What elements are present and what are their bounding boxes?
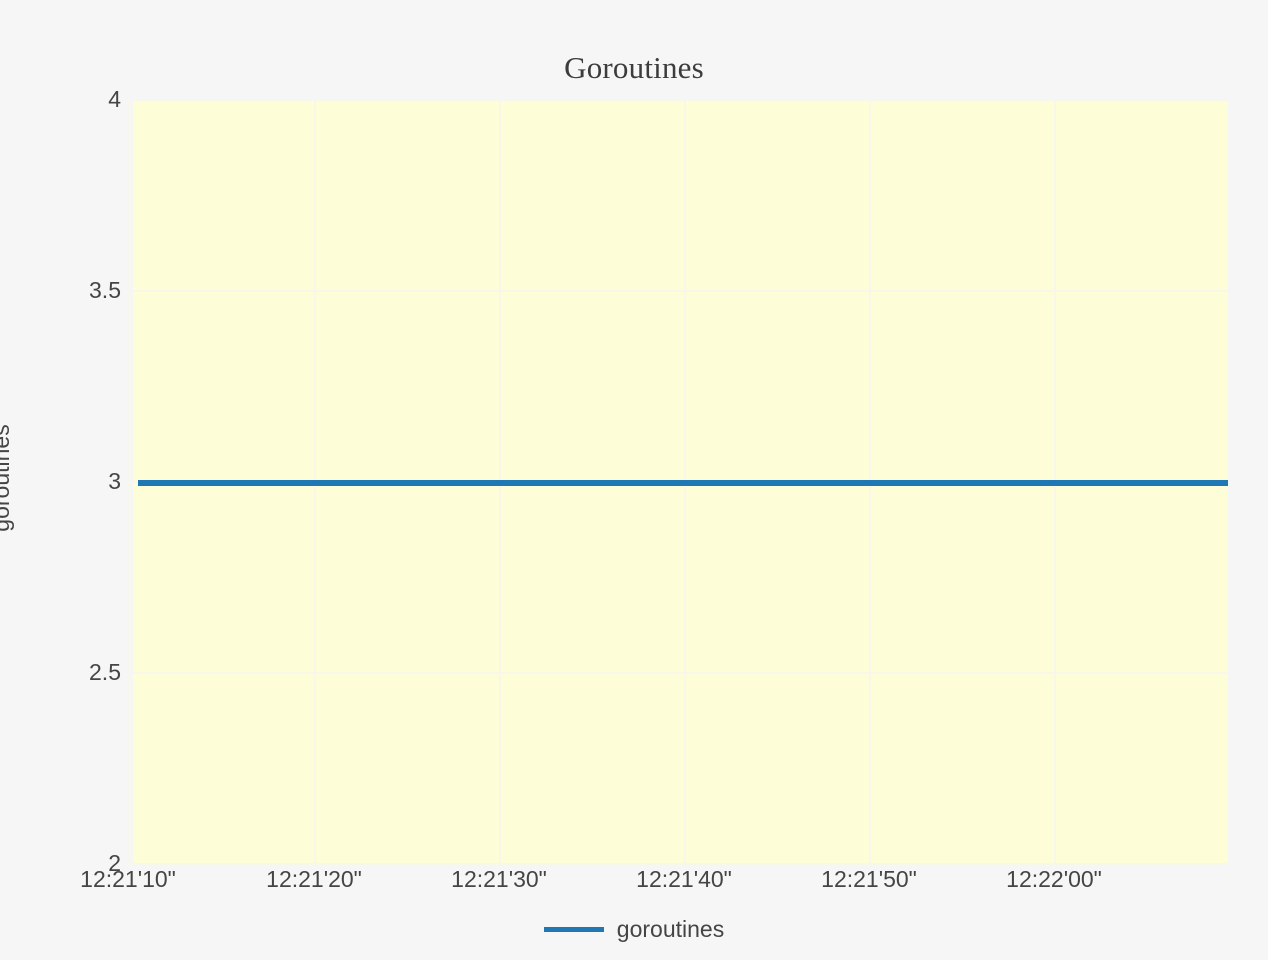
y-tick-label: 4 (108, 86, 121, 112)
legend-line-swatch-icon (543, 927, 604, 932)
x-tick-label: 12:21'50" (821, 866, 917, 892)
chart-title: Goroutines (564, 50, 704, 85)
x-tick-label: 12:21'40" (636, 866, 732, 892)
gridline-vertical (128, 99, 130, 865)
gridline-horizontal (133, 99, 1228, 101)
chart-legend: goroutines (0, 916, 1268, 943)
legend-item-label: goroutines (616, 916, 725, 942)
x-tick-label: 12:21'30" (451, 866, 547, 892)
y-tick-label: 3 (108, 468, 121, 494)
gridline-horizontal (133, 672, 1228, 674)
gridline-horizontal (133, 863, 1228, 865)
y-axis-title: goroutines (0, 424, 14, 532)
x-tick-label: 12:21'10" (80, 866, 176, 892)
x-tick-label: 12:22'00" (1006, 866, 1102, 892)
gridline-horizontal (133, 290, 1228, 292)
y-tick-label: 2.5 (89, 659, 121, 685)
legend-item-goroutines[interactable]: goroutines (543, 916, 725, 943)
y-tick-label: 3.5 (89, 277, 121, 303)
x-tick-label: 12:21'20" (266, 866, 362, 892)
series-line-goroutines (138, 480, 1228, 486)
y-tick-label: 2 (108, 850, 121, 876)
plot-area (128, 99, 1228, 865)
